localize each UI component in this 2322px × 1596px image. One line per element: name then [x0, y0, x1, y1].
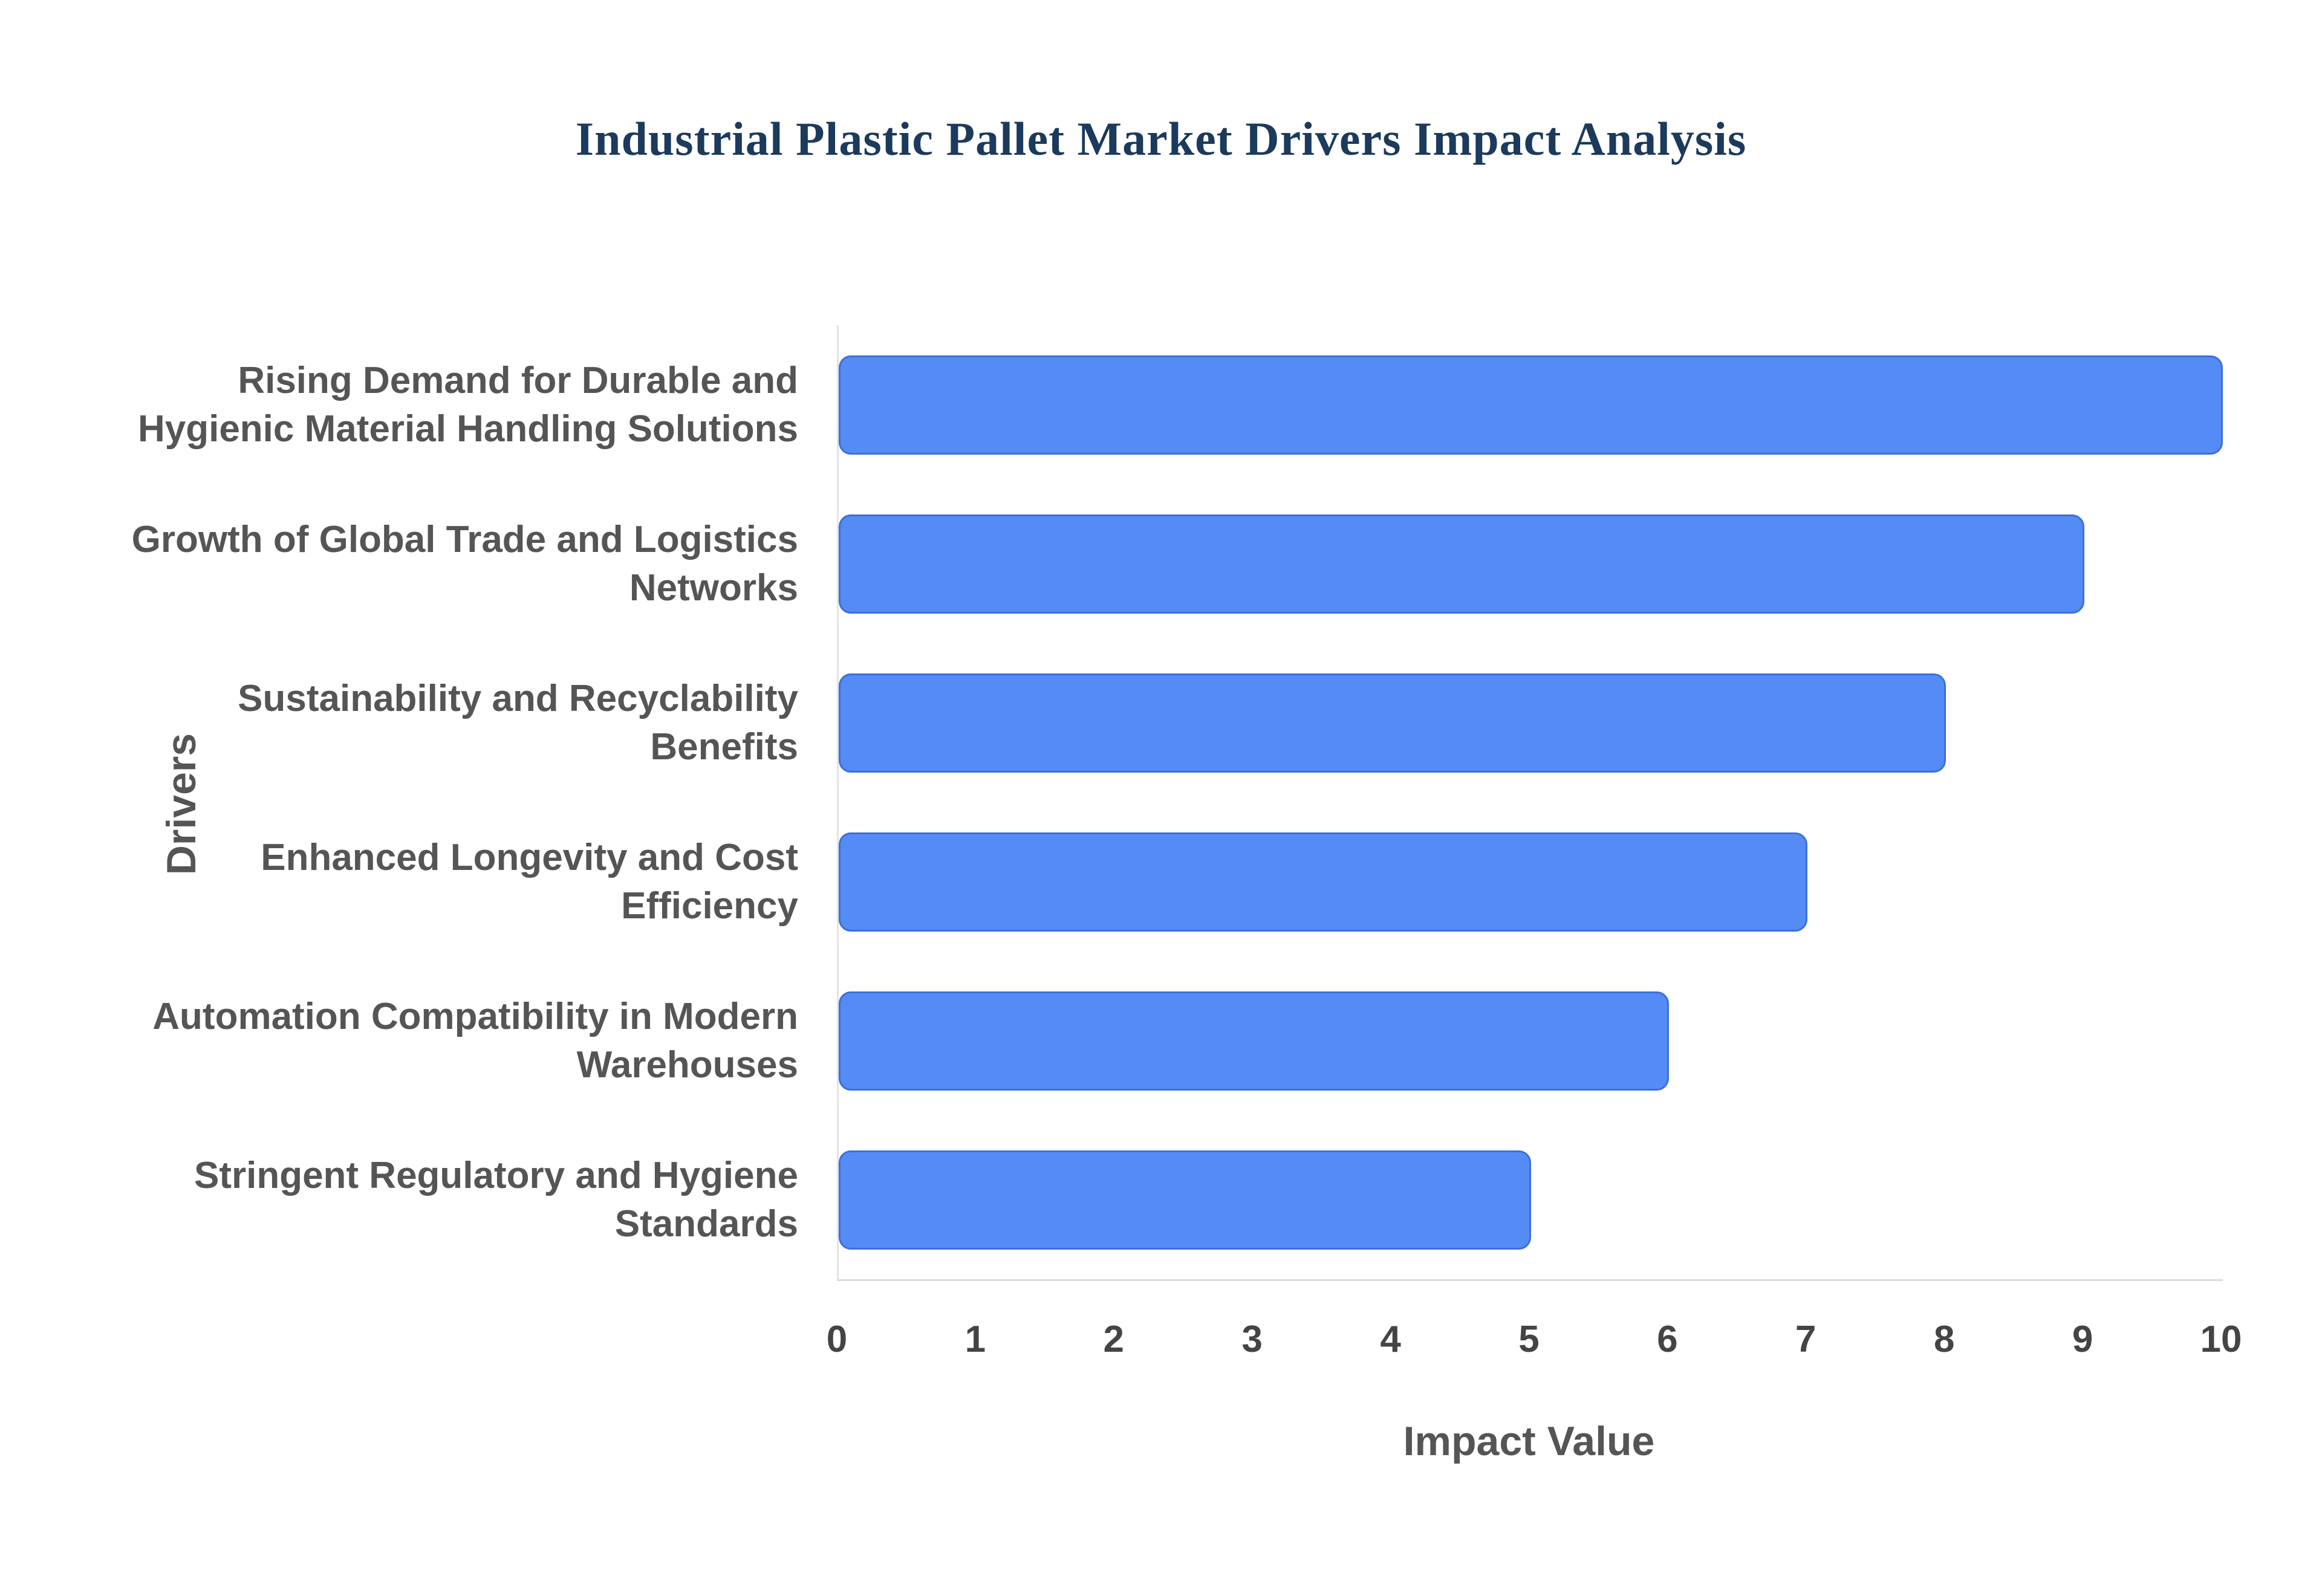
category-label: Automation Compatibility in Modern Wareh…: [152, 996, 798, 1086]
bar-track: [839, 1150, 2223, 1250]
x-tick-label: 7: [1795, 1319, 1816, 1360]
category-labels-column: Rising Demand for Durable and Hygienic M…: [91, 325, 798, 1279]
bar-row: [839, 643, 2223, 802]
bar-track: [839, 991, 2223, 1091]
x-tick-label: 1: [964, 1319, 986, 1360]
x-tick-label: 8: [1933, 1319, 1955, 1360]
bar-row: [839, 802, 2223, 961]
category-label-row: Growth of Global Trade and Logistics Net…: [91, 484, 798, 643]
bar-track: [839, 514, 2223, 614]
category-label-row: Automation Compatibility in Modern Wareh…: [91, 961, 798, 1120]
x-axis-title: Impact Value: [1403, 1418, 1655, 1464]
x-tick-label: 4: [1380, 1319, 1401, 1360]
category-label: Rising Demand for Durable and Hygienic M…: [137, 360, 798, 450]
category-label-row: Sustainability and Recyclability Benefit…: [91, 643, 798, 802]
bar-track: [839, 832, 2223, 932]
category-label-row: Enhanced Longevity and Cost Efficiency: [91, 802, 798, 961]
bar-track: [839, 355, 2223, 455]
category-label: Enhanced Longevity and Cost Efficiency: [261, 837, 798, 927]
x-tick-label: 9: [2072, 1319, 2093, 1360]
bar-track: [839, 673, 2223, 773]
x-tick-label: 3: [1241, 1319, 1263, 1360]
bar-row: [839, 484, 2223, 643]
category-label: Stringent Regulatory and Hygiene Standar…: [194, 1155, 798, 1245]
x-tick-label: 10: [2200, 1319, 2242, 1360]
bar: [839, 673, 1946, 773]
bar: [839, 832, 1808, 932]
x-tick-label: 6: [1657, 1319, 1678, 1360]
x-tick-label: 0: [826, 1319, 848, 1360]
bar: [839, 991, 1670, 1091]
category-label-row: Stringent Regulatory and Hygiene Standar…: [91, 1120, 798, 1279]
bar: [839, 1150, 1531, 1250]
x-axis-ticks: 0 1 2 3 4 5 6 7 8 9 10: [827, 1318, 2242, 1372]
x-tick-label: 5: [1518, 1319, 1540, 1360]
chart-title: Industrial Plastic Pallet Market Drivers…: [575, 112, 1747, 165]
category-label-row: Rising Demand for Durable and Hygienic M…: [91, 325, 798, 484]
bar-row: [839, 961, 2223, 1120]
category-label: Growth of Global Trade and Logistics Net…: [131, 519, 798, 609]
plot-area: [837, 325, 2223, 1281]
category-label: Sustainability and Recyclability Benefit…: [238, 678, 798, 768]
bar-row: [839, 1120, 2223, 1279]
bar-row: [839, 325, 2223, 484]
x-tick-label: 2: [1103, 1319, 1125, 1360]
bar: [839, 514, 2085, 614]
bar: [839, 355, 2223, 455]
